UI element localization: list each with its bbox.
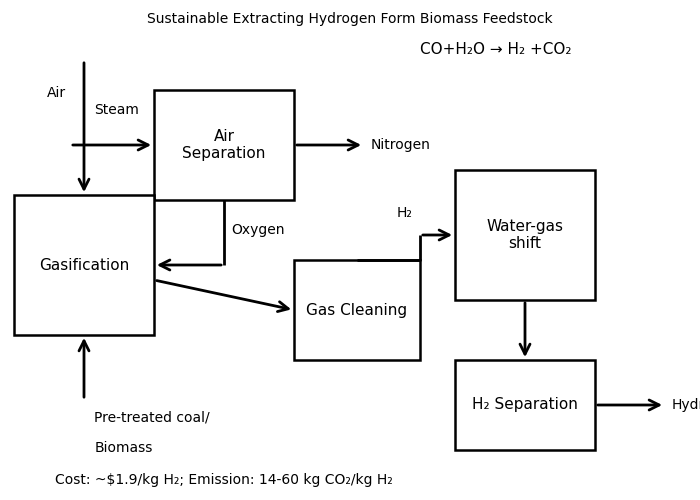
Text: Sustainable Extracting Hydrogen Form Biomass Feedstock: Sustainable Extracting Hydrogen Form Bio…: [147, 12, 553, 26]
Text: CO+H₂O → H₂ +CO₂: CO+H₂O → H₂ +CO₂: [420, 42, 571, 58]
Text: Air
Separation: Air Separation: [182, 129, 266, 161]
Text: Oxygen: Oxygen: [231, 223, 284, 237]
Bar: [455, 360, 595, 450]
Text: Hydrogen: Hydrogen: [672, 398, 700, 412]
Bar: [455, 170, 595, 300]
Bar: [294, 260, 420, 360]
Text: Pre-treated coal/: Pre-treated coal/: [94, 410, 210, 424]
Text: Air: Air: [46, 86, 66, 100]
Text: Gasification: Gasification: [39, 258, 129, 272]
Text: Biomass: Biomass: [94, 440, 153, 454]
Text: Gas Cleaning: Gas Cleaning: [307, 302, 407, 318]
Text: H₂ Separation: H₂ Separation: [472, 398, 578, 412]
Text: Cost: ~$1.9/kg H₂; Emission: 14-60 kg CO₂/kg H₂: Cost: ~$1.9/kg H₂; Emission: 14-60 kg CO…: [55, 473, 393, 487]
Text: Steam: Steam: [94, 103, 139, 117]
Bar: [14, 195, 154, 335]
Bar: [154, 90, 294, 200]
Text: H₂: H₂: [397, 206, 413, 220]
Text: Water-gas
shift: Water-gas shift: [486, 219, 564, 251]
Text: Nitrogen: Nitrogen: [371, 138, 431, 152]
